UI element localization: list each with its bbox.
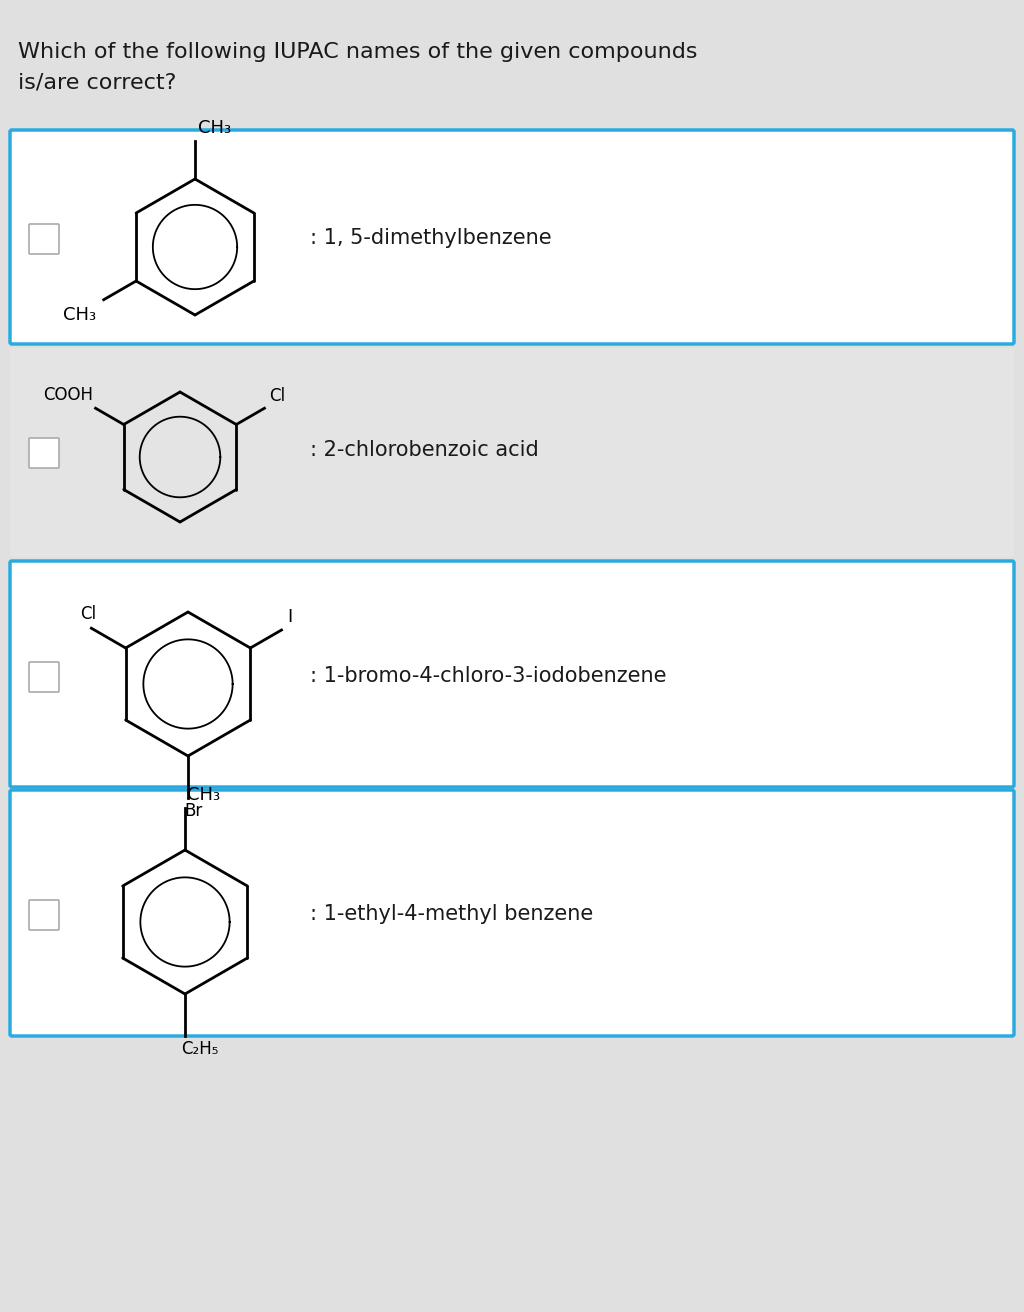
FancyBboxPatch shape (29, 900, 59, 930)
FancyBboxPatch shape (29, 663, 59, 691)
FancyBboxPatch shape (10, 790, 1014, 1036)
Text: Cl: Cl (269, 387, 286, 404)
FancyBboxPatch shape (10, 130, 1014, 344)
FancyBboxPatch shape (29, 224, 59, 255)
FancyBboxPatch shape (10, 562, 1014, 787)
Text: Cl: Cl (80, 605, 96, 623)
Text: : 1-bromo-4-chloro-3-iodobenzene: : 1-bromo-4-chloro-3-iodobenzene (310, 666, 667, 686)
FancyBboxPatch shape (10, 348, 1014, 558)
FancyBboxPatch shape (29, 438, 59, 468)
Text: Br: Br (184, 802, 203, 820)
Text: CH₃: CH₃ (187, 786, 220, 804)
Text: COOH: COOH (43, 386, 93, 404)
Text: : 2-chlorobenzoic acid: : 2-chlorobenzoic acid (310, 440, 539, 461)
Text: : 1, 5-dimethylbenzene: : 1, 5-dimethylbenzene (310, 228, 552, 248)
Text: is/are correct?: is/are correct? (18, 72, 176, 92)
Text: Which of the following IUPAC names of the given compounds: Which of the following IUPAC names of th… (18, 42, 697, 62)
Text: I: I (288, 609, 293, 626)
Text: CH₃: CH₃ (198, 119, 231, 136)
Text: CH₃: CH₃ (62, 307, 96, 324)
Text: C₂H₅: C₂H₅ (181, 1040, 218, 1057)
Text: : 1-ethyl-4-methyl benzene: : 1-ethyl-4-methyl benzene (310, 904, 593, 924)
